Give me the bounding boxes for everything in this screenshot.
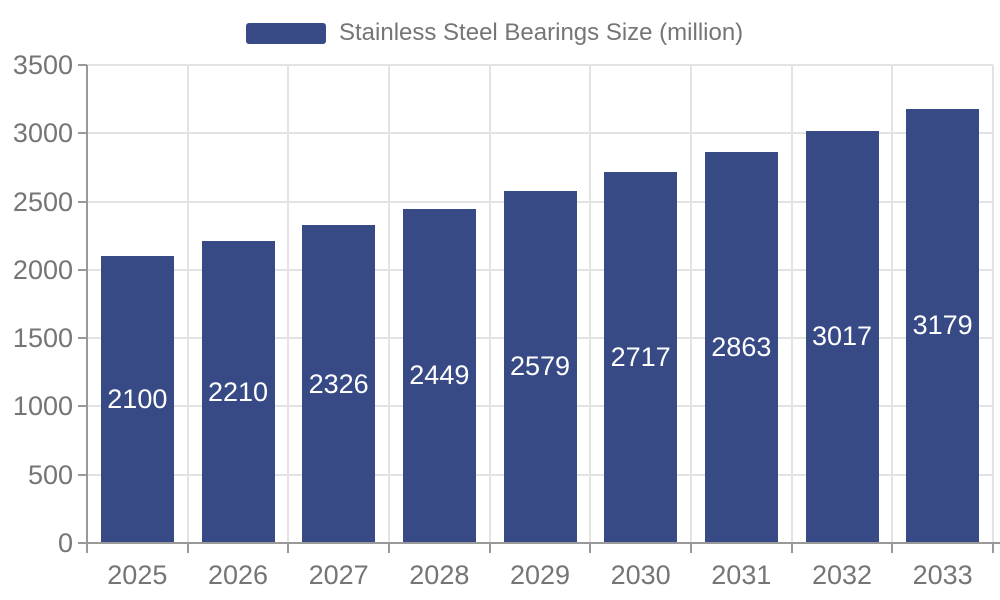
bar-2032[interactable] (805, 130, 879, 543)
x-axis-tick-label: 2032 (811, 560, 873, 590)
gridline-vertical (186, 65, 189, 543)
gridline-vertical (589, 65, 592, 543)
gridline-vertical (287, 65, 290, 543)
y-axis-tick-label: 3500 (12, 50, 73, 80)
y-axis-line (86, 65, 88, 543)
gridline-vertical (388, 65, 390, 543)
y-axis: 0 500 1000 1500 2000 2500 3000 3500 (0, 51, 87, 557)
x-axis-tick-label: 2025 (107, 560, 168, 590)
y-axis-tick (78, 268, 87, 271)
bar-2030[interactable] (604, 171, 678, 543)
legend-label: Stainless Steel Bearings Size (million) (339, 19, 744, 46)
plot-area: 2100 2210 2326 2449 2579 2717 2863 3017 3179 (86, 64, 1000, 544)
x-axis-tick-label: 2033 (912, 560, 973, 590)
x-axis-tick (891, 543, 894, 553)
y-axis-tick-label: 1500 (12, 323, 73, 354)
bar-2027[interactable] (302, 225, 376, 543)
x-axis-tick (488, 543, 491, 553)
x-axis-tick (186, 543, 189, 553)
bar-2033[interactable] (906, 108, 980, 543)
x-axis-tick (86, 543, 88, 553)
y-axis-tick (78, 405, 87, 408)
bar-2025[interactable] (100, 256, 174, 543)
x-axis-line (86, 542, 1000, 544)
gridline-vertical (891, 65, 894, 543)
y-axis-tick-label: 2000 (12, 254, 73, 285)
bar-2028[interactable] (402, 208, 476, 543)
legend-swatch-icon (246, 22, 326, 44)
y-axis-tick-label: 500 (27, 459, 73, 490)
bar-2031[interactable] (704, 151, 778, 543)
x-axis-tick (992, 543, 994, 553)
y-axis-tick-label: 3000 (12, 118, 73, 149)
x-axis-tick (690, 543, 692, 553)
legend-item[interactable]: Stainless Steel Bearings Size (million) (246, 19, 743, 47)
x-axis-tick-label: 2026 (207, 560, 269, 590)
y-axis-tick-label: 2500 (12, 186, 73, 217)
gridline-vertical (992, 65, 994, 543)
gridline-vertical (790, 65, 793, 543)
bar-2029[interactable] (503, 190, 577, 543)
y-axis-tick-label: 0 (57, 528, 73, 558)
x-axis-tick (388, 543, 390, 553)
gridline-horizontal (87, 64, 993, 66)
x-axis-tick-label: 2029 (509, 560, 571, 590)
y-axis-tick-label: 1000 (12, 391, 73, 422)
bar-2026[interactable] (201, 241, 275, 543)
y-axis-tick (78, 132, 87, 135)
y-axis-tick (78, 542, 87, 544)
x-axis-tick-label: 2030 (610, 560, 671, 590)
y-axis-tick (78, 473, 87, 476)
x-axis-tick-label: 2027 (308, 560, 369, 590)
gridline-vertical (690, 65, 692, 543)
y-axis-tick (78, 200, 87, 203)
x-axis-tick (790, 543, 793, 553)
x-axis: 2025 2026 2027 2028 2029 2030 2031 2032 2033 (86, 543, 994, 600)
x-axis-tick (287, 543, 290, 553)
y-axis-tick (78, 64, 87, 66)
x-axis-tick-label: 2028 (409, 560, 470, 590)
x-axis-tick (589, 543, 592, 553)
gridline-horizontal (87, 132, 993, 135)
y-axis-tick (78, 337, 87, 340)
gridline-vertical (488, 65, 491, 543)
x-axis-tick-label: 2031 (711, 560, 772, 590)
